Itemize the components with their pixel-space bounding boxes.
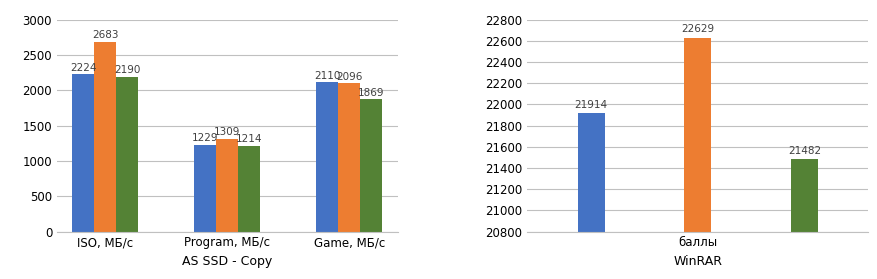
Bar [117,77,139,232]
Text: 2190: 2190 [114,65,140,75]
Text: 22629: 22629 [681,25,715,35]
Bar [791,159,817,279]
Text: 2683: 2683 [92,30,118,40]
Bar [95,42,117,232]
X-axis label: WinRAR: WinRAR [674,255,723,268]
Text: 1214: 1214 [236,134,262,144]
Bar [684,38,711,279]
Text: 1309: 1309 [214,127,240,137]
Text: 2224: 2224 [70,62,96,73]
Bar [217,139,239,232]
Text: 2096: 2096 [336,72,362,82]
Bar [360,100,382,232]
Text: 2110: 2110 [314,71,340,81]
Text: 21914: 21914 [574,100,608,110]
Text: 21482: 21482 [788,146,821,156]
Bar [73,74,95,232]
Bar [239,146,260,232]
Bar [339,83,360,232]
Text: 1229: 1229 [192,133,218,143]
Bar [578,114,604,279]
Bar [317,82,339,232]
Text: 1869: 1869 [358,88,385,98]
X-axis label: AS SSD - Copy: AS SSD - Copy [182,255,273,268]
Bar [195,145,217,232]
